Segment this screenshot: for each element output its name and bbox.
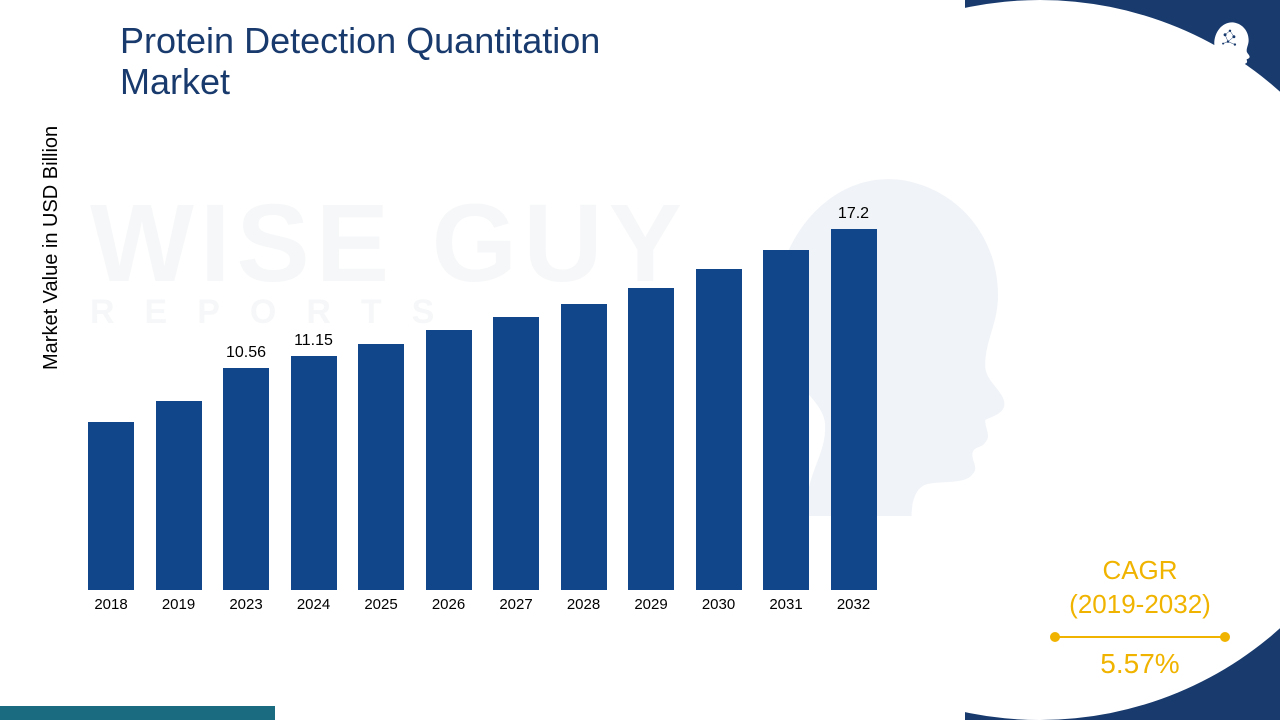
- head-icon: [1202, 20, 1256, 74]
- bar: [291, 356, 337, 590]
- bar-slot: 2030: [696, 170, 742, 590]
- infographic-canvas: Protein Detection Quantitation Market WI…: [0, 0, 1280, 720]
- brand-logo: WISE GUY REPORTS: [1022, 20, 1256, 92]
- bar-slot: 11.152024: [291, 170, 337, 590]
- bar: [88, 422, 134, 590]
- x-tick-label: 2032: [837, 596, 870, 613]
- bar-value-label: 11.15: [294, 332, 333, 350]
- bar-plot: 2018 2019 10.562023 11.152024 2025 2026 2027 20…: [80, 170, 890, 590]
- bar-slot: 2027: [493, 170, 539, 590]
- bar-slot: 2019: [156, 170, 202, 590]
- bar: [358, 344, 404, 590]
- x-tick-label: 2018: [94, 596, 127, 613]
- x-tick-label: 2031: [769, 596, 802, 613]
- bar: [831, 229, 877, 590]
- bar-value-label: 10.56: [226, 344, 266, 362]
- bar-slot: 2029: [628, 170, 674, 590]
- x-tick-label: 2028: [567, 596, 600, 613]
- cagr-value: 5.57%: [1000, 648, 1280, 680]
- bar: [426, 330, 472, 590]
- cagr-period: (2019-2032): [1069, 589, 1211, 619]
- cagr-label: CAGR: [1102, 555, 1177, 585]
- bar: [696, 269, 742, 590]
- bar: [156, 401, 202, 590]
- bar: [223, 368, 269, 590]
- bar-value-label: 17.2: [838, 205, 869, 223]
- cagr-divider: [1055, 636, 1225, 638]
- chart-title: Protein Detection Quantitation Market: [120, 20, 680, 103]
- bottom-accent-bar: [0, 706, 275, 720]
- chart-area: Protein Detection Quantitation Market WI…: [0, 0, 965, 720]
- x-tick-label: 2019: [162, 596, 195, 613]
- x-tick-label: 2029: [634, 596, 667, 613]
- logo-text-line1: WISE GUY: [1022, 30, 1196, 64]
- bar: [763, 250, 809, 590]
- bar-slot: 2026: [426, 170, 472, 590]
- cagr-box: CAGR (2019-2032) 5.57%: [1000, 554, 1280, 680]
- bar-slot: 2031: [763, 170, 809, 590]
- bar: [493, 317, 539, 590]
- bar-slot: 17.22032: [831, 170, 877, 590]
- x-tick-label: 2025: [364, 596, 397, 613]
- x-tick-label: 2030: [702, 596, 735, 613]
- bar-slot: 2018: [88, 170, 134, 590]
- x-tick-label: 2026: [432, 596, 465, 613]
- y-axis-label: Market Value in USD Billion: [40, 126, 63, 370]
- logo-text-line2: REPORTS: [1022, 78, 1252, 92]
- bar-slot: 2028: [561, 170, 607, 590]
- x-tick-label: 2027: [499, 596, 532, 613]
- bar: [561, 304, 607, 590]
- bar-slot: 10.562023: [223, 170, 269, 590]
- bar-slot: 2025: [358, 170, 404, 590]
- x-tick-label: 2023: [229, 596, 262, 613]
- bar: [628, 288, 674, 590]
- x-tick-label: 2024: [297, 596, 330, 613]
